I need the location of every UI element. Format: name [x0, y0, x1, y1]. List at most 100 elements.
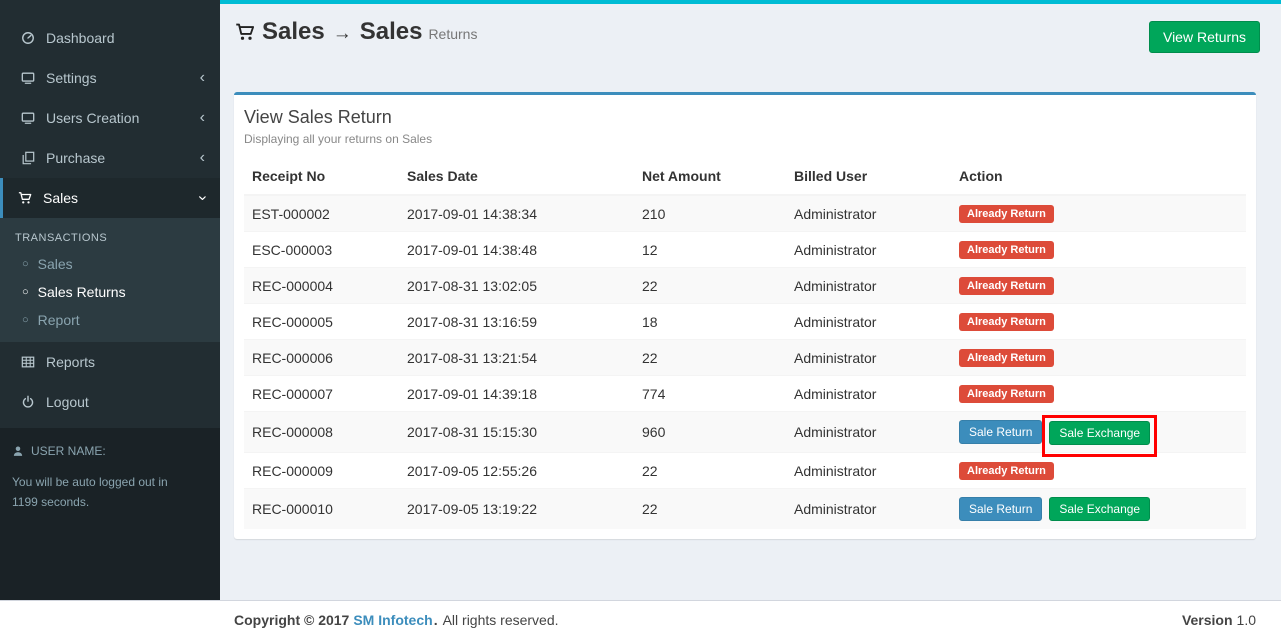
submenu-item-label: Sales Returns — [37, 284, 126, 300]
chevron-left-icon: ‹ — [199, 69, 205, 86]
column-header-billed-user: Billed User — [786, 158, 951, 196]
sale-return-button[interactable]: Sale Return — [959, 497, 1043, 521]
net-amount-cell: 774 — [634, 375, 786, 412]
action-cell: Sale Return Sale Exchange — [951, 411, 1246, 457]
sidebar-item-users-creation[interactable]: Users Creation ‹ — [0, 98, 220, 138]
receipt-no-cell: REC-000007 — [244, 375, 399, 412]
receipt-no-cell: REC-000009 — [244, 452, 399, 489]
user-icon — [12, 445, 24, 457]
version-label: Version — [1181, 612, 1233, 628]
sidebar-item-sales[interactable]: Sales ‹ — [0, 178, 220, 218]
submenu-item-sales[interactable]: ○ Sales — [0, 250, 220, 278]
table-row: REC-000008 2017-08-31 15:15:30 960 Administ… — [244, 411, 1246, 457]
billed-user-cell: Administrator — [786, 411, 951, 453]
sidebar-item-settings[interactable]: Settings ‹ — [0, 58, 220, 98]
sales-date-cell: 2017-09-01 14:38:34 — [399, 194, 634, 232]
action-cell: Already Return — [951, 194, 1246, 232]
submenu-item-label: Report — [37, 312, 80, 328]
billed-user-cell: Administrator — [786, 339, 951, 376]
action-cell: Already Return — [951, 303, 1246, 340]
sidebar-item-label: Logout — [46, 394, 89, 410]
transactions-section-header: TRANSACTIONS — [15, 232, 108, 244]
copy-icon — [18, 151, 38, 165]
net-amount-cell: 210 — [634, 194, 786, 232]
sidebar-item-reports[interactable]: Reports — [0, 342, 220, 382]
column-header-sales-date: Sales Date — [399, 158, 634, 196]
action-cell: Sale Return Sale Exchange — [951, 488, 1246, 529]
sales-date-cell: 2017-09-05 12:55:26 — [399, 452, 634, 489]
column-header-action: Action — [951, 158, 1246, 196]
receipt-no-cell: REC-000010 — [244, 488, 399, 529]
monitor-icon — [18, 71, 38, 85]
submenu-item-report[interactable]: ○ Report — [0, 306, 220, 334]
monitor-icon — [18, 111, 38, 125]
content-header: Sales → Sales Returns View Returns — [220, 4, 1281, 53]
sidebar-item-dashboard[interactable]: Dashboard — [0, 18, 220, 58]
page-title: Sales — [262, 18, 325, 45]
action-cell: Already Return — [951, 452, 1246, 489]
net-amount-cell: 22 — [634, 488, 786, 529]
net-amount-cell: 960 — [634, 411, 786, 453]
sidebar-item-logout[interactable]: Logout — [0, 382, 220, 422]
table-row: REC-000007 2017-09-01 14:39:18 774 Administ… — [244, 375, 1246, 412]
table-row: REC-000006 2017-08-31 13:21:54 22 Administr… — [244, 339, 1246, 376]
top-accent-bar — [220, 0, 1281, 4]
sale-return-button[interactable]: Sale Return — [959, 420, 1043, 444]
net-amount-cell: 22 — [634, 452, 786, 489]
action-cell: Already Return — [951, 339, 1246, 376]
user-name-label: USER NAME: — [31, 444, 106, 458]
column-header-net-amount: Net Amount — [634, 158, 786, 196]
rights-text: All rights reserved. — [442, 612, 559, 628]
sidebar-item-purchase[interactable]: Purchase ‹ — [0, 138, 220, 178]
chevron-left-icon: ‹ — [199, 109, 205, 126]
billed-user-cell: Administrator — [786, 267, 951, 304]
billed-user-cell: Administrator — [786, 194, 951, 232]
sale-exchange-button[interactable]: Sale Exchange — [1049, 420, 1151, 445]
sales-returns-table: Receipt No Sales Date Net Amount Billed … — [244, 158, 1246, 529]
net-amount-cell: 12 — [634, 231, 786, 268]
sales-date-cell: 2017-09-01 14:39:18 — [399, 375, 634, 412]
billed-user-cell: Administrator — [786, 303, 951, 340]
submenu-item-label: Sales — [37, 256, 73, 272]
copyright-text: Copyright © 2017 SM Infotech. — [234, 612, 438, 628]
circle-icon: ○ — [22, 313, 29, 326]
auto-logout-notice: You will be auto logged out in 1199 seco… — [12, 475, 168, 510]
column-header-receipt-no: Receipt No — [244, 158, 399, 196]
circle-icon: ○ — [22, 285, 29, 298]
billed-user-cell: Administrator — [786, 488, 951, 529]
sidebar: Dashboard Settings ‹ Users Creation ‹ — [0, 0, 220, 600]
version-text: Version 1.0 — [1182, 612, 1256, 628]
already-return-badge: Already Return — [959, 241, 1054, 259]
already-return-badge: Already Return — [959, 277, 1054, 295]
sidebar-item-label: Users Creation — [46, 110, 140, 126]
sale-exchange-button[interactable]: Sale Exchange — [1049, 497, 1151, 521]
dashboard-icon — [18, 31, 38, 45]
circle-icon: ○ — [22, 257, 29, 270]
company-link[interactable]: SM Infotech — [353, 612, 433, 628]
already-return-badge: Already Return — [959, 385, 1054, 403]
sidebar-menu: Dashboard Settings ‹ Users Creation ‹ — [0, 0, 220, 422]
receipt-no-cell: REC-000004 — [244, 267, 399, 304]
sales-date-cell: 2017-09-01 14:38:48 — [399, 231, 634, 268]
submenu-item-sales-returns[interactable]: ○ Sales Returns — [0, 278, 220, 306]
billed-user-cell: Administrator — [786, 231, 951, 268]
power-icon — [18, 395, 38, 409]
receipt-no-cell: REC-000005 — [244, 303, 399, 340]
chevron-down-icon: ‹ — [193, 195, 211, 201]
sales-date-cell: 2017-08-31 15:15:30 — [399, 411, 634, 453]
net-amount-cell: 22 — [634, 339, 786, 376]
card-header: View Sales Return Displaying all your re… — [234, 95, 1256, 148]
chevron-left-icon: ‹ — [199, 149, 205, 166]
action-cell: Already Return — [951, 267, 1246, 304]
sales-submenu: TRANSACTIONS ○ Sales ○ Sales Returns ○ R… — [0, 218, 220, 342]
already-return-badge: Already Return — [959, 349, 1054, 367]
card-title: View Sales Return — [244, 107, 392, 127]
sales-return-card: View Sales Return Displaying all your re… — [234, 92, 1256, 539]
table-row: REC-000005 2017-08-31 13:16:59 18 Administr… — [244, 303, 1246, 340]
card-body: Receipt No Sales Date Net Amount Billed … — [234, 148, 1256, 539]
billed-user-cell: Administrator — [786, 375, 951, 412]
table-row: EST-000002 2017-09-01 14:38:34 210 Administ… — [244, 194, 1246, 232]
billed-user-cell: Administrator — [786, 452, 951, 489]
action-cell: Already Return — [951, 231, 1246, 268]
view-returns-button[interactable]: View Returns — [1148, 21, 1260, 53]
